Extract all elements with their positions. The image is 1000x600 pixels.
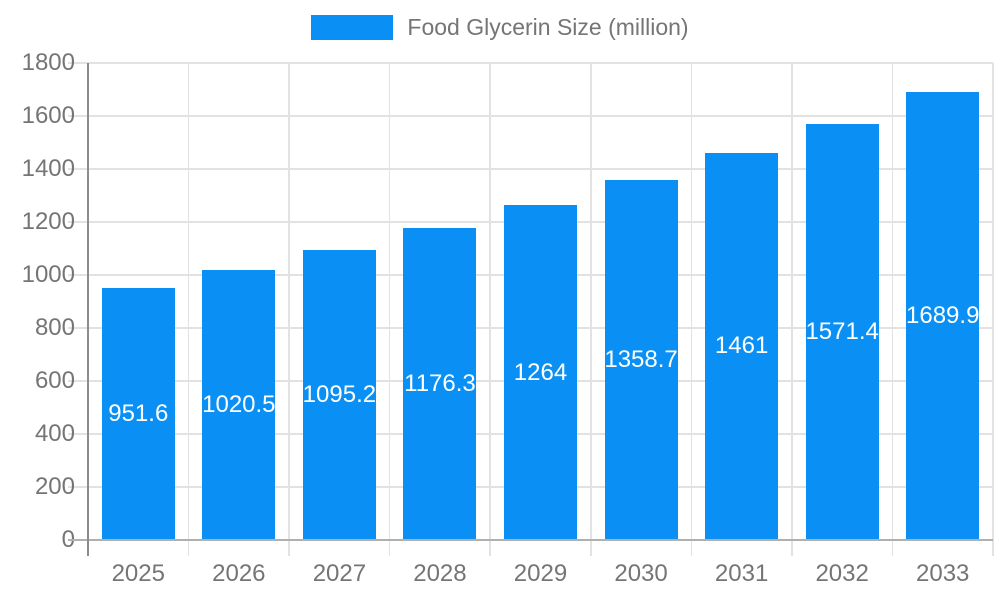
y-axis-tick-label: 1600 (21, 102, 75, 129)
gridline-v (187, 63, 190, 556)
gridline-v (388, 63, 391, 556)
x-axis-tick-label: 2026 (212, 560, 266, 587)
gridline-v (288, 63, 290, 556)
gridline-v (589, 63, 592, 556)
bar-value-label: 1358.7 (604, 345, 678, 373)
y-axis-tick-label: 1400 (21, 155, 75, 182)
bar-value-label: 1264 (513, 358, 568, 386)
x-axis-tick-label: 2033 (916, 560, 970, 587)
bar[interactable]: 951.6 (101, 287, 175, 540)
bar[interactable]: 1358.7 (604, 179, 678, 540)
bar-value-label: 1689.9 (906, 302, 980, 330)
legend-swatch (311, 15, 394, 40)
bar[interactable]: 1461 (705, 152, 779, 540)
x-axis-tick-label: 2031 (714, 560, 769, 587)
bar[interactable]: 1264 (504, 205, 577, 540)
bar-value-label: 1176.3 (404, 370, 476, 398)
y-axis-tick-label: 1800 (21, 49, 75, 76)
bar[interactable]: 1176.3 (403, 228, 477, 540)
bar-value-label: 951.6 (108, 399, 169, 427)
gridline-h (68, 62, 993, 64)
x-axis-baseline (68, 539, 993, 542)
bar-value-label: 1020.5 (202, 390, 276, 418)
gridline-h (68, 168, 993, 170)
gridline-v (791, 63, 793, 556)
bar[interactable]: 1020.5 (202, 269, 276, 540)
gridline-h (68, 115, 993, 117)
gridline-v (891, 63, 894, 556)
x-axis-tick-label: 2030 (614, 560, 668, 587)
y-axis-tick-label: 400 (34, 420, 75, 447)
bar[interactable]: 1095.2 (302, 249, 377, 540)
y-axis-tick-label: 1200 (21, 208, 75, 235)
bar-value-label: 1571.4 (805, 317, 879, 345)
y-axis-tick-label: 800 (34, 314, 75, 341)
gridline-v (690, 63, 693, 556)
y-axis-tick-label: 1000 (21, 261, 75, 288)
x-axis-tick-label: 2029 (513, 560, 568, 587)
gridline-v (489, 63, 492, 556)
bar-value-label: 1461 (714, 332, 769, 360)
y-axis-tick-label: 600 (34, 367, 75, 394)
bar[interactable]: 1689.9 (906, 92, 979, 540)
x-axis-tick-label: 2028 (413, 560, 467, 587)
y-axis-tick-label: 200 (34, 473, 75, 500)
bar-value-label: 1095.2 (302, 380, 377, 408)
legend: Food Glycerin Size (million) (0, 15, 1000, 40)
gridline-v (992, 63, 994, 556)
legend-title: Food Glycerin Size (million) (407, 14, 689, 40)
x-axis-tick-label: 2027 (312, 560, 367, 587)
x-axis-tick-label: 2025 (111, 560, 165, 587)
x-axis-tick-label: 2032 (815, 560, 869, 587)
y-axis-tick-label: 0 (0, 527, 75, 553)
bar[interactable]: 1571.4 (805, 123, 879, 540)
y-axis-line (87, 63, 89, 556)
